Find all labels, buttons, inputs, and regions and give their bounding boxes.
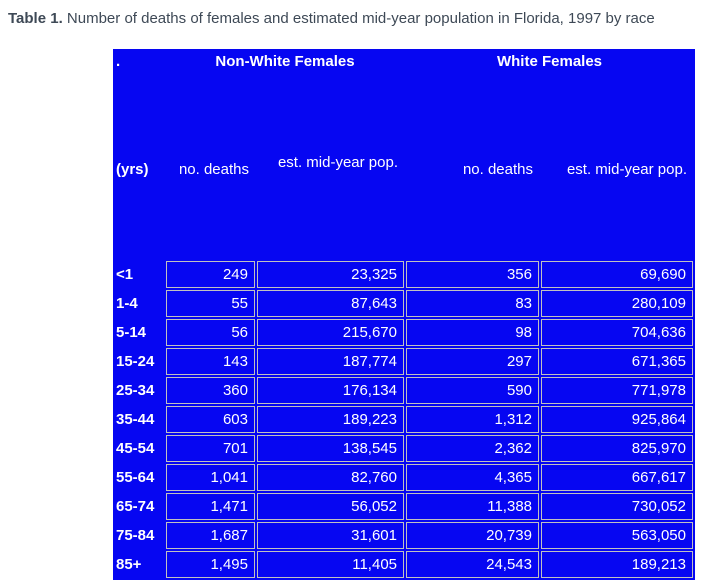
nonwhite-population-cell: 189,223 [257,406,404,433]
white-population-cell: 671,365 [541,348,693,375]
white-population-cell: 730,052 [541,493,693,520]
nonwhite-deaths-header: no. deaths [178,161,249,178]
nonwhite-deaths-cell: 701 [166,435,255,462]
table-row: <1 249 23,325 356 69,690 [115,261,693,288]
nonwhite-population-cell: 82,760 [257,464,404,491]
age-label: 85+ [116,556,142,573]
white-deaths-cell: 590 [406,377,539,404]
nonwhite-deaths-cell: 1,687 [166,522,255,549]
table-caption: Table 1. Number of deaths of females and… [8,9,655,29]
white-population-cell: 925,864 [541,406,693,433]
table-caption-label: Table 1. [8,10,63,27]
nonwhite-deaths-cell: 143 [166,348,255,375]
age-label: 1-4 [116,295,138,312]
white-population-cell: 825,970 [541,435,693,462]
table-row: 35-44 603 189,223 1,312 925,864 [115,406,693,433]
age-label: 5-14 [116,324,147,341]
nonwhite-deaths-cell: 56 [166,319,255,346]
table-row: 75-84 1,687 31,601 20,739 563,050 [115,522,693,549]
table-row: 25-34 360 176,134 590 771,978 [115,377,693,404]
age-label: 15-24 [116,353,155,370]
nonwhite-population-cell: 56,052 [257,493,404,520]
white-deaths-cell: 4,365 [406,464,539,491]
white-population-cell: 667,617 [541,464,693,491]
nonwhite-deaths-cell: 55 [166,290,255,317]
corner-cell: . [116,53,121,70]
age-label: 45-54 [116,440,155,457]
age-label: 35-44 [116,411,155,428]
deaths-population-table: . Non-White Females White Females (yrs) … [113,49,695,580]
white-population-cell: 563,050 [541,522,693,549]
white-population-cell: 280,109 [541,290,693,317]
table-row: 65-74 1,471 56,052 11,388 730,052 [115,493,693,520]
age-years-header: (yrs) [116,161,149,178]
age-label: 55-64 [116,469,155,486]
white-deaths-cell: 20,739 [406,522,539,549]
nonwhite-population-cell: 138,545 [257,435,404,462]
age-label: 25-34 [116,382,155,399]
age-label: 75-84 [116,527,155,544]
nonwhite-population-header: est. mid-year pop. [277,153,398,171]
table-row: 5-14 56 215,670 98 704,636 [115,319,693,346]
group-header-white-females: White Females [496,53,603,70]
nonwhite-deaths-cell: 249 [166,261,255,288]
white-population-cell: 69,690 [541,261,693,288]
white-deaths-cell: 2,362 [406,435,539,462]
table-row: 45-54 701 138,545 2,362 825,970 [115,435,693,462]
white-population-cell: 771,978 [541,377,693,404]
nonwhite-deaths-cell: 1,471 [166,493,255,520]
group-header-nonwhite-females: Non-White Females [215,53,355,70]
nonwhite-population-cell: 87,643 [257,290,404,317]
white-deaths-cell: 297 [406,348,539,375]
nonwhite-deaths-cell: 1,041 [166,464,255,491]
table-row: 1-4 55 87,643 83 280,109 [115,290,693,317]
nonwhite-population-cell: 187,774 [257,348,404,375]
age-label: 65-74 [116,498,155,515]
nonwhite-deaths-cell: 1,495 [166,551,255,578]
group-header-row: . Non-White Females White Females [115,51,693,91]
table-row: 55-64 1,041 82,760 4,365 667,617 [115,464,693,491]
age-label: <1 [116,266,134,283]
white-population-cell: 704,636 [541,319,693,346]
table-row: 15-24 143 187,774 297 671,365 [115,348,693,375]
white-deaths-cell: 83 [406,290,539,317]
table-caption-text: Number of deaths of females and estimate… [66,10,655,27]
white-deaths-cell: 11,388 [406,493,539,520]
column-header-row: (yrs) no. deaths est. mid-year pop. no. … [115,93,693,259]
table-row: 85+ 1,495 11,405 24,543 189,213 [115,551,693,578]
nonwhite-population-cell: 11,405 [257,551,404,578]
white-deaths-header: no. deaths [462,161,533,178]
nonwhite-population-cell: 31,601 [257,522,404,549]
white-deaths-cell: 98 [406,319,539,346]
white-deaths-cell: 356 [406,261,539,288]
white-population-header: est. mid-year pop. [566,161,687,178]
nonwhite-population-cell: 23,325 [257,261,404,288]
nonwhite-deaths-cell: 360 [166,377,255,404]
white-deaths-cell: 1,312 [406,406,539,433]
white-population-cell: 189,213 [541,551,693,578]
nonwhite-population-cell: 215,670 [257,319,404,346]
white-deaths-cell: 24,543 [406,551,539,578]
nonwhite-population-cell: 176,134 [257,377,404,404]
nonwhite-deaths-cell: 603 [166,406,255,433]
